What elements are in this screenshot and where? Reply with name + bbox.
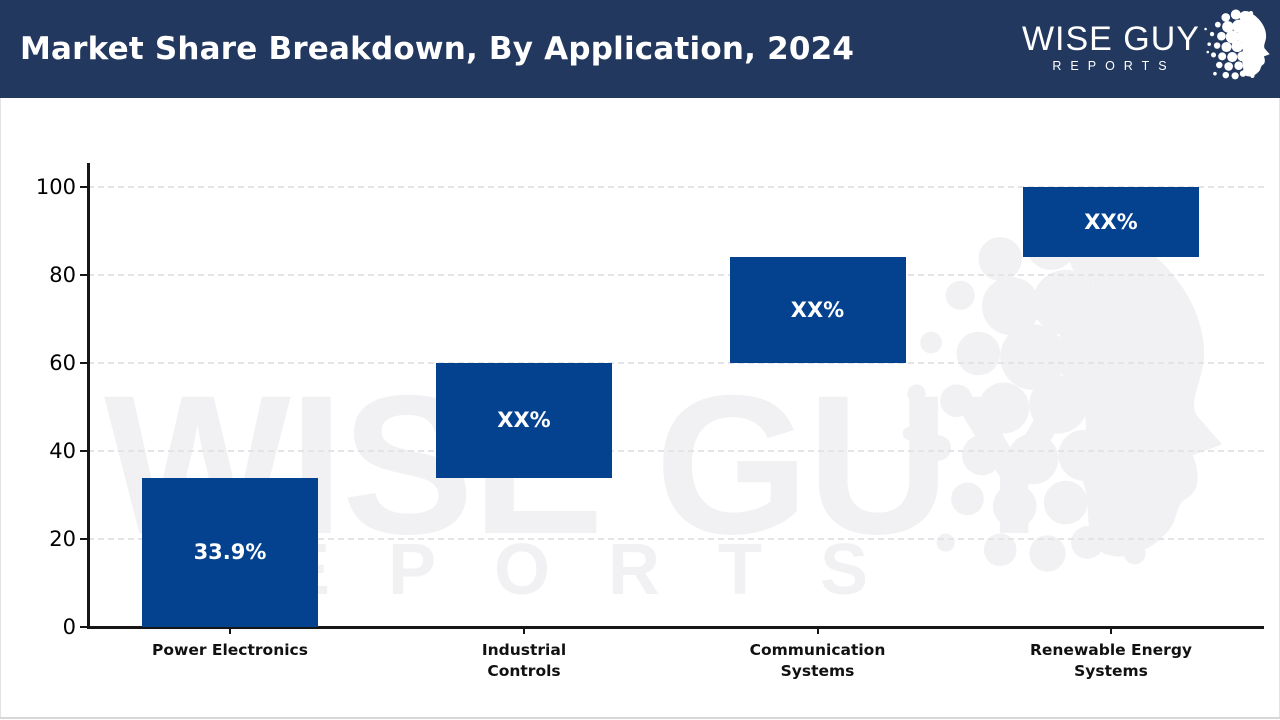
y-tick-label: 100 bbox=[35, 175, 76, 199]
y-tick-mark bbox=[80, 538, 88, 540]
bar-value-label: XX% bbox=[790, 298, 845, 323]
y-tick-label: 80 bbox=[49, 263, 76, 287]
logo-head-icon bbox=[1204, 9, 1270, 80]
y-gridline bbox=[88, 538, 1264, 540]
x-category-label: Power Electronics bbox=[152, 641, 308, 659]
x-axis-line bbox=[87, 626, 1264, 629]
y-tick-label: 40 bbox=[49, 439, 76, 463]
bar-segment: XX% bbox=[1023, 187, 1199, 258]
bottom-edge-line bbox=[0, 717, 1280, 719]
x-tick-mark bbox=[523, 627, 525, 634]
logo-subtext: REPORTS bbox=[1052, 59, 1176, 74]
y-tick-mark bbox=[80, 450, 88, 452]
x-category-label: Renewable Energy Systems bbox=[1029, 641, 1193, 681]
y-axis-line bbox=[87, 163, 90, 629]
y-gridline bbox=[88, 274, 1264, 276]
y-tick-mark bbox=[80, 274, 88, 276]
x-tick-mark bbox=[816, 627, 819, 634]
logo-wordmark: WISE GUY bbox=[1021, 19, 1200, 58]
x-category-label: Communication Systems bbox=[749, 641, 886, 681]
y-gridline bbox=[88, 362, 1264, 364]
y-tick-mark bbox=[80, 362, 88, 364]
x-tick-mark bbox=[229, 627, 231, 634]
bar-segment: XX% bbox=[436, 363, 612, 478]
y-gridline bbox=[88, 186, 1264, 188]
bar-segment: 33.9% bbox=[142, 477, 318, 627]
report-header: Market Share Breakdown, By Application, … bbox=[0, 0, 1280, 98]
wise-guy-logo: WISE GUY REPORTS bbox=[1022, 7, 1274, 87]
report-title: Market Share Breakdown, By Application, … bbox=[20, 31, 855, 67]
bar-value-label: 33.9% bbox=[193, 540, 267, 565]
x-category-label: Industrial Controls bbox=[481, 641, 567, 681]
x-tick-mark bbox=[1110, 627, 1112, 634]
left-edge-line bbox=[0, 98, 1, 718]
y-tick-mark bbox=[80, 626, 88, 628]
y-tick-label: 60 bbox=[49, 351, 76, 375]
bar-value-label: XX% bbox=[1084, 210, 1138, 235]
bar-segment: XX% bbox=[729, 257, 906, 363]
logo-text: WISE GUY REPORTS bbox=[1021, 19, 1200, 74]
y-tick-label: 0 bbox=[62, 615, 76, 639]
y-gridline bbox=[88, 450, 1264, 452]
y-tick-label: 20 bbox=[49, 527, 76, 551]
y-tick-mark bbox=[80, 186, 88, 188]
bar-value-label: XX% bbox=[497, 408, 551, 433]
